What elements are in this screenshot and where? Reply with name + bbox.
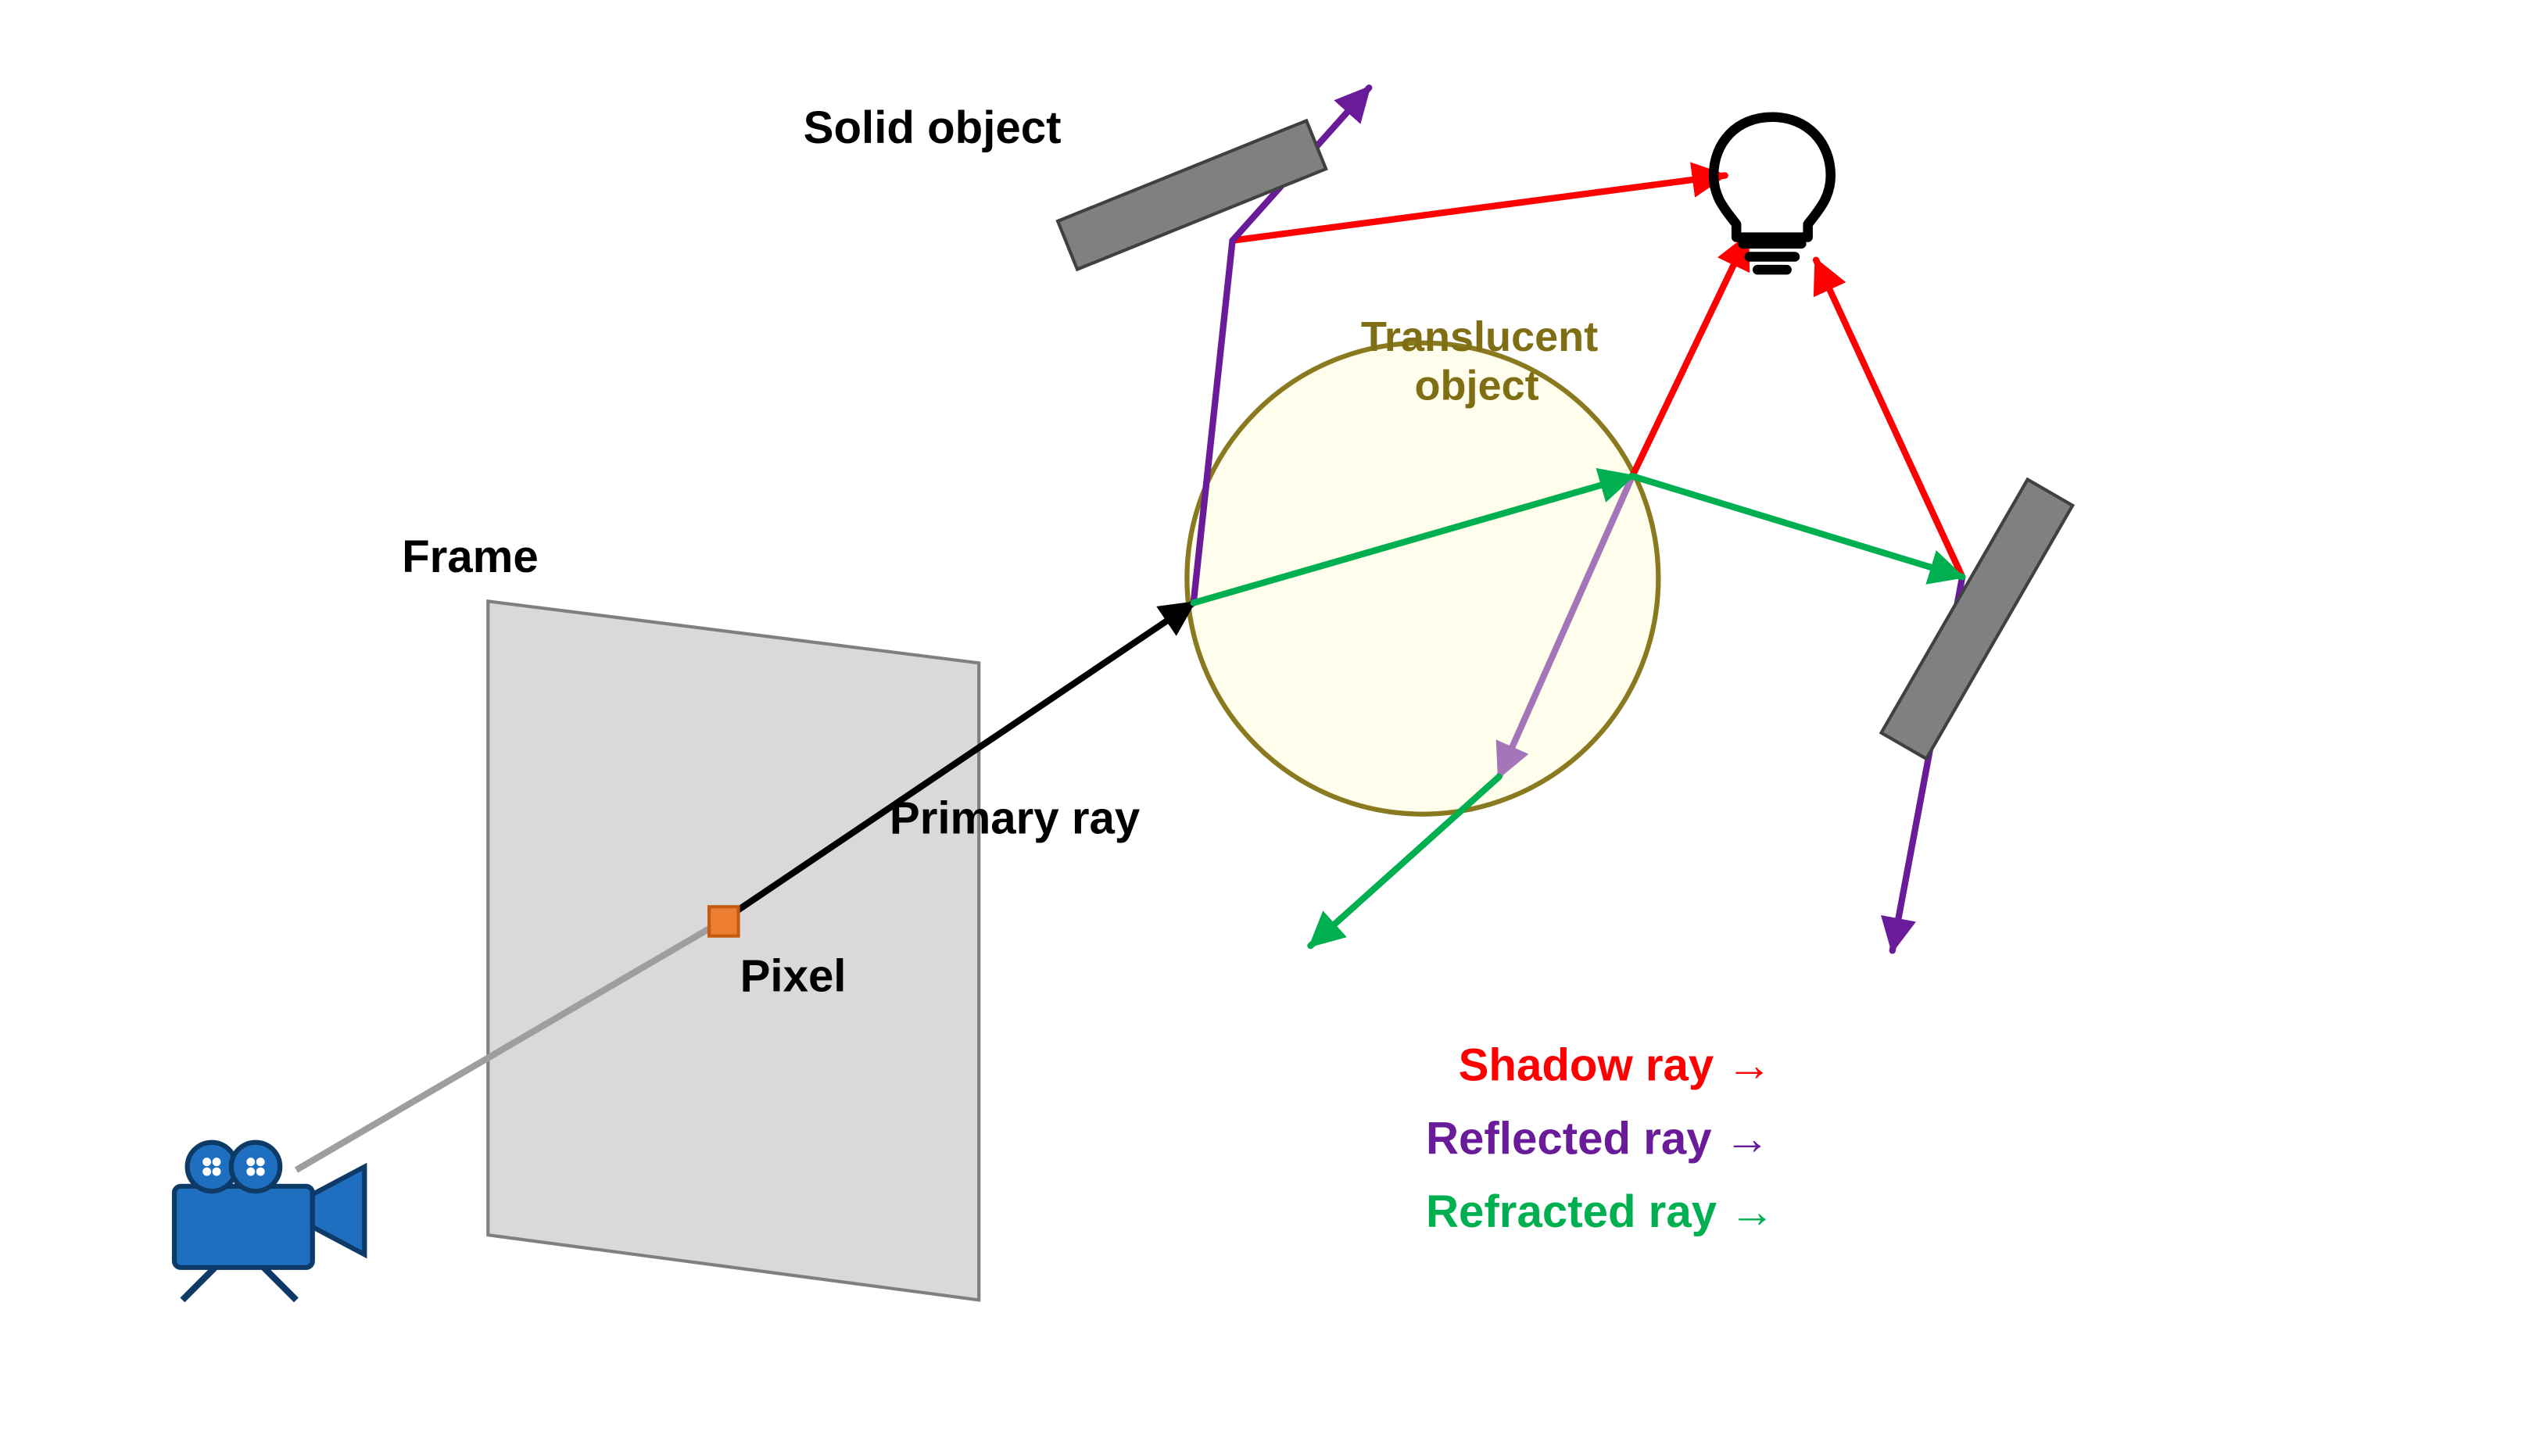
label-frame: Frame [402, 531, 539, 582]
label-legend_shadow: Shadow ray → [1459, 1040, 1772, 1091]
label-legend_refracted: Refracted ray → [1426, 1186, 1775, 1237]
camera-icon [174, 1143, 364, 1300]
ray-refr_sphere_to_solid2 [1632, 476, 1962, 577]
ray-shadow_sphere_to_bulb [1632, 235, 1748, 476]
label-primary: Primary ray [890, 793, 1141, 844]
ray-shadow_solid1_to_bulb [1233, 176, 1725, 241]
label-legend_reflected: Reflected ray → [1426, 1113, 1770, 1164]
solid-object-1 [1058, 120, 1326, 269]
label-pixel: Pixel [740, 950, 847, 1001]
ray-shadow_solid2_to_bulb [1816, 260, 1962, 577]
pixel [709, 907, 738, 935]
lightbulb-icon [1714, 117, 1831, 270]
label-translucent1: Translucent [1361, 313, 1598, 360]
label-translucent2: object [1414, 362, 1538, 409]
frame-plane [488, 601, 979, 1300]
label-solid: Solid object [804, 102, 1062, 153]
solid-object-2 [1882, 479, 2073, 758]
